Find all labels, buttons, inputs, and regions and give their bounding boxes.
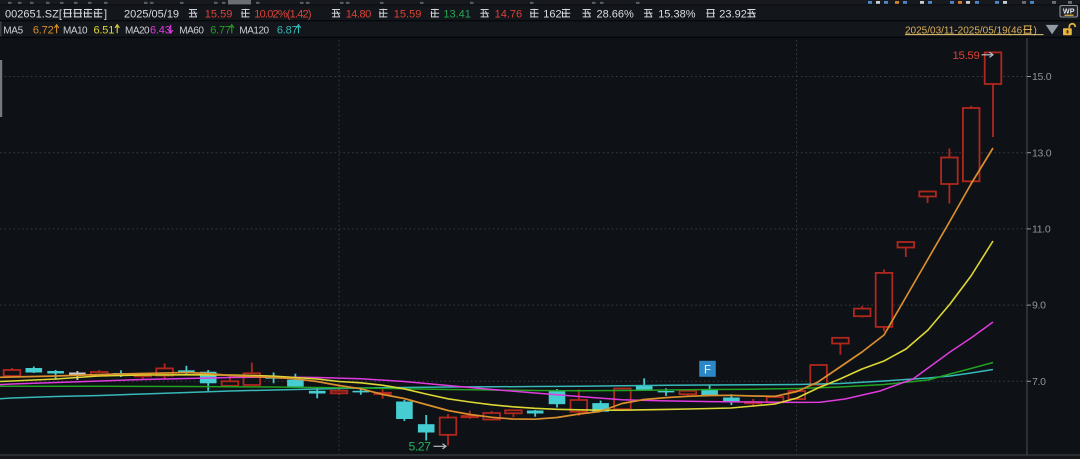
svg-text:MA20: MA20 bbox=[125, 26, 150, 37]
svg-text:6.87: 6.87 bbox=[277, 25, 298, 37]
svg-text:6.77: 6.77 bbox=[210, 25, 231, 37]
svg-text:6.72: 6.72 bbox=[33, 25, 54, 37]
svg-text:MA60: MA60 bbox=[179, 26, 204, 37]
svg-text:): ) bbox=[1033, 26, 1036, 37]
svg-text:7.0: 7.0 bbox=[1032, 376, 1046, 388]
svg-text:2025/03/11-2025/05/19(46: 2025/03/11-2025/05/19(46 bbox=[905, 26, 1023, 37]
svg-text:9.0: 9.0 bbox=[1032, 300, 1046, 312]
svg-text:F: F bbox=[704, 365, 711, 377]
svg-text:2025/05/19: 2025/05/19 bbox=[124, 8, 179, 20]
svg-text:MA5: MA5 bbox=[3, 26, 23, 37]
svg-text:13.0: 13.0 bbox=[1032, 147, 1052, 159]
svg-text:14.76: 14.76 bbox=[495, 8, 523, 20]
svg-text:6.51: 6.51 bbox=[94, 25, 115, 37]
svg-text:15.59: 15.59 bbox=[953, 50, 980, 62]
svg-text:MA120: MA120 bbox=[239, 26, 269, 37]
svg-text:14.80: 14.80 bbox=[346, 8, 371, 20]
svg-text:15.59: 15.59 bbox=[394, 8, 422, 20]
svg-text:15.59: 15.59 bbox=[205, 8, 233, 20]
svg-text:6.43: 6.43 bbox=[150, 25, 171, 37]
svg-text:162: 162 bbox=[543, 8, 561, 20]
svg-text:23.92: 23.92 bbox=[719, 8, 747, 20]
svg-text:13.41: 13.41 bbox=[443, 8, 471, 20]
svg-text:]: ] bbox=[104, 8, 107, 20]
svg-text:15.38%: 15.38% bbox=[658, 8, 696, 20]
svg-text:15.0: 15.0 bbox=[1032, 71, 1052, 83]
svg-text:5.27: 5.27 bbox=[409, 440, 432, 454]
svg-text:10.02%(1.42): 10.02%(1.42) bbox=[254, 8, 311, 20]
svg-text:002651.SZ[: 002651.SZ[ bbox=[5, 8, 62, 20]
svg-text:28.66%: 28.66% bbox=[597, 8, 635, 20]
svg-text:11.0: 11.0 bbox=[1032, 224, 1051, 236]
svg-text:WP: WP bbox=[1063, 6, 1075, 15]
svg-text:MA10: MA10 bbox=[63, 26, 88, 37]
